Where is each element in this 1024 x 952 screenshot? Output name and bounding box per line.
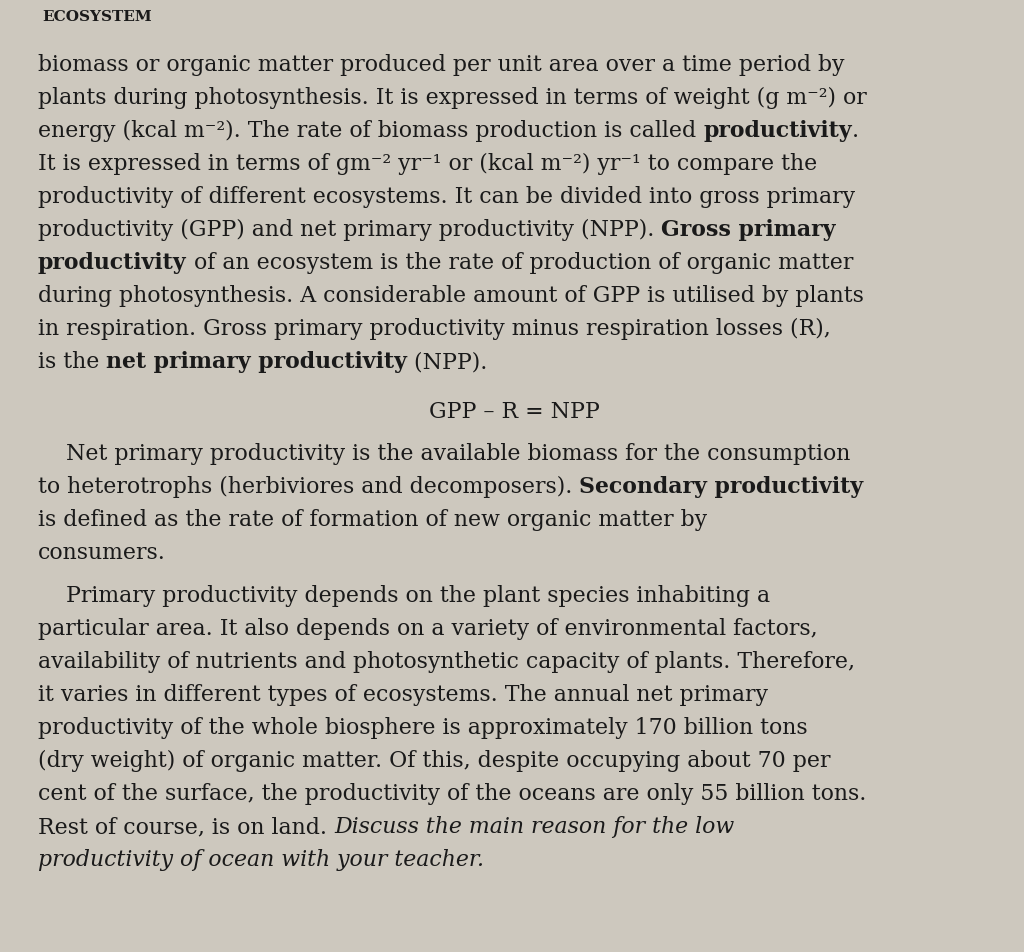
Text: It is expressed in terms of gm⁻² yr⁻¹ or (kcal m⁻²) yr⁻¹ to compare the: It is expressed in terms of gm⁻² yr⁻¹ or… xyxy=(38,153,817,175)
Text: availability of nutrients and photosynthetic capacity of plants. Therefore,: availability of nutrients and photosynth… xyxy=(38,651,855,673)
Text: net primary productivity: net primary productivity xyxy=(106,351,408,373)
Text: productivity of different ecosystems. It can be divided into gross primary: productivity of different ecosystems. It… xyxy=(38,186,855,208)
Text: plants during photosynthesis. It is expressed in terms of weight (g m⁻²) or: plants during photosynthesis. It is expr… xyxy=(38,87,866,109)
Text: .: . xyxy=(852,120,859,142)
Text: is defined as the rate of formation of new organic matter by: is defined as the rate of formation of n… xyxy=(38,509,708,531)
Text: Primary productivity depends on the plant species inhabiting a: Primary productivity depends on the plan… xyxy=(38,585,770,607)
Text: productivity: productivity xyxy=(703,120,852,142)
Text: biomass or organic matter produced per unit area over a time period by: biomass or organic matter produced per u… xyxy=(38,54,845,76)
Text: particular area. It also depends on a variety of environmental factors,: particular area. It also depends on a va… xyxy=(38,618,817,641)
Text: Rest of course, is on land.: Rest of course, is on land. xyxy=(38,816,334,839)
Text: productivity of ocean with your teacher.: productivity of ocean with your teacher. xyxy=(38,849,484,871)
Text: Secondary productivity: Secondary productivity xyxy=(580,476,863,499)
Text: productivity (GPP) and net primary productivity (NPP).: productivity (GPP) and net primary produ… xyxy=(38,219,662,241)
Text: cent of the surface, the productivity of the oceans are only 55 billion tons.: cent of the surface, the productivity of… xyxy=(38,783,866,805)
Text: consumers.: consumers. xyxy=(38,543,166,565)
Text: (dry weight) of organic matter. Of this, despite occupying about 70 per: (dry weight) of organic matter. Of this,… xyxy=(38,750,830,772)
Text: productivity: productivity xyxy=(38,252,186,274)
Text: GPP – R = NPP: GPP – R = NPP xyxy=(429,401,599,423)
Text: Gross primary: Gross primary xyxy=(662,219,836,241)
Text: of an ecosystem is the rate of production of organic matter: of an ecosystem is the rate of productio… xyxy=(186,252,853,274)
Text: productivity of the whole biosphere is approximately 170 billion tons: productivity of the whole biosphere is a… xyxy=(38,717,808,740)
Text: in respiration. Gross primary productivity minus respiration losses (R),: in respiration. Gross primary productivi… xyxy=(38,318,830,340)
Text: Net primary productivity is the available biomass for the consumption: Net primary productivity is the availabl… xyxy=(38,444,850,466)
Text: during photosynthesis. A considerable amount of GPP is utilised by plants: during photosynthesis. A considerable am… xyxy=(38,285,864,307)
Text: is the: is the xyxy=(38,351,106,373)
Text: it varies in different types of ecosystems. The annual net primary: it varies in different types of ecosyste… xyxy=(38,684,768,706)
Text: Discuss the main reason for the low: Discuss the main reason for the low xyxy=(334,816,734,839)
Text: (NPP).: (NPP). xyxy=(408,351,487,373)
Text: to heterotrophs (herbiviores and decomposers).: to heterotrophs (herbiviores and decompo… xyxy=(38,476,580,499)
Text: ECOSYSTEM: ECOSYSTEM xyxy=(42,10,152,24)
Text: energy (kcal m⁻²). The rate of biomass production is called: energy (kcal m⁻²). The rate of biomass p… xyxy=(38,120,703,142)
